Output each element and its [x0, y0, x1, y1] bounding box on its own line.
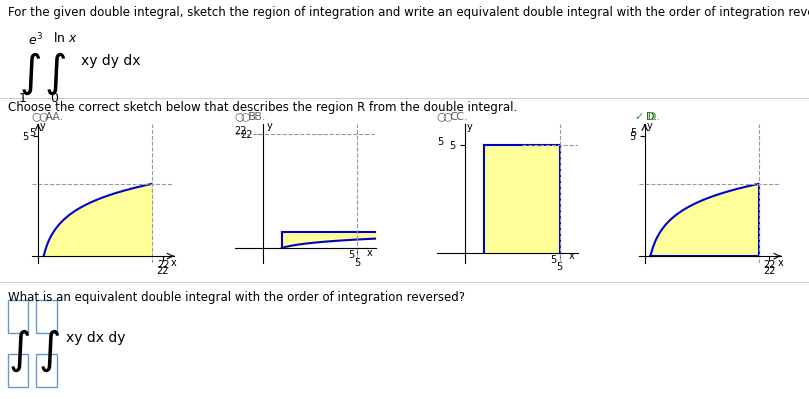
Text: y: y: [467, 122, 472, 132]
Text: 5: 5: [29, 128, 36, 138]
Text: ○ B.: ○ B.: [235, 112, 259, 122]
Text: ○ A.: ○ A.: [39, 112, 63, 122]
Text: xy dy dx: xy dy dx: [81, 53, 141, 67]
Text: 5: 5: [550, 255, 557, 265]
Text: x: x: [569, 251, 574, 261]
Text: y: y: [646, 120, 652, 130]
Text: 22: 22: [157, 260, 169, 270]
Text: What is an equivalent double integral with the order of integration reversed?: What is an equivalent double integral wi…: [8, 291, 465, 304]
FancyBboxPatch shape: [8, 300, 28, 333]
Text: ○ B.: ○ B.: [241, 112, 265, 122]
Bar: [484, 145, 560, 253]
Text: x: x: [366, 248, 372, 258]
Text: 5: 5: [348, 250, 354, 260]
Text: $\int$: $\int$: [44, 50, 66, 97]
Text: Choose the correct sketch below that describes the region R from the double inte: Choose the correct sketch below that des…: [8, 101, 517, 114]
Text: y: y: [267, 121, 273, 131]
Text: 0: 0: [50, 92, 58, 105]
Text: $\int$: $\int$: [19, 50, 40, 97]
Text: $\int$: $\int$: [8, 327, 30, 373]
Text: y: y: [40, 120, 45, 130]
Polygon shape: [650, 184, 759, 256]
Text: x: x: [778, 258, 784, 268]
Text: x: x: [171, 258, 177, 268]
Text: 5: 5: [437, 137, 443, 147]
Text: 22: 22: [764, 260, 776, 270]
Text: ○ C.: ○ C.: [437, 112, 461, 122]
Text: ○ A.: ○ A.: [32, 112, 57, 122]
Text: 5: 5: [631, 128, 637, 138]
Text: $e^3$: $e^3$: [28, 31, 44, 48]
Text: D.: D.: [646, 112, 658, 122]
Text: ○ C.: ○ C.: [443, 112, 468, 122]
Text: 1: 1: [19, 92, 27, 105]
FancyBboxPatch shape: [36, 300, 57, 333]
Text: $\int$: $\int$: [38, 327, 60, 373]
FancyBboxPatch shape: [8, 354, 28, 387]
FancyBboxPatch shape: [36, 354, 57, 387]
Text: For the given double integral, sketch the region of integration and write an equ: For the given double integral, sketch th…: [8, 6, 809, 19]
Text: 22: 22: [235, 126, 247, 136]
Text: xy dx dy: xy dx dy: [66, 331, 126, 345]
Text: ✓ D.: ✓ D.: [635, 112, 660, 122]
Text: $\ln\,x$: $\ln\,x$: [53, 31, 78, 45]
